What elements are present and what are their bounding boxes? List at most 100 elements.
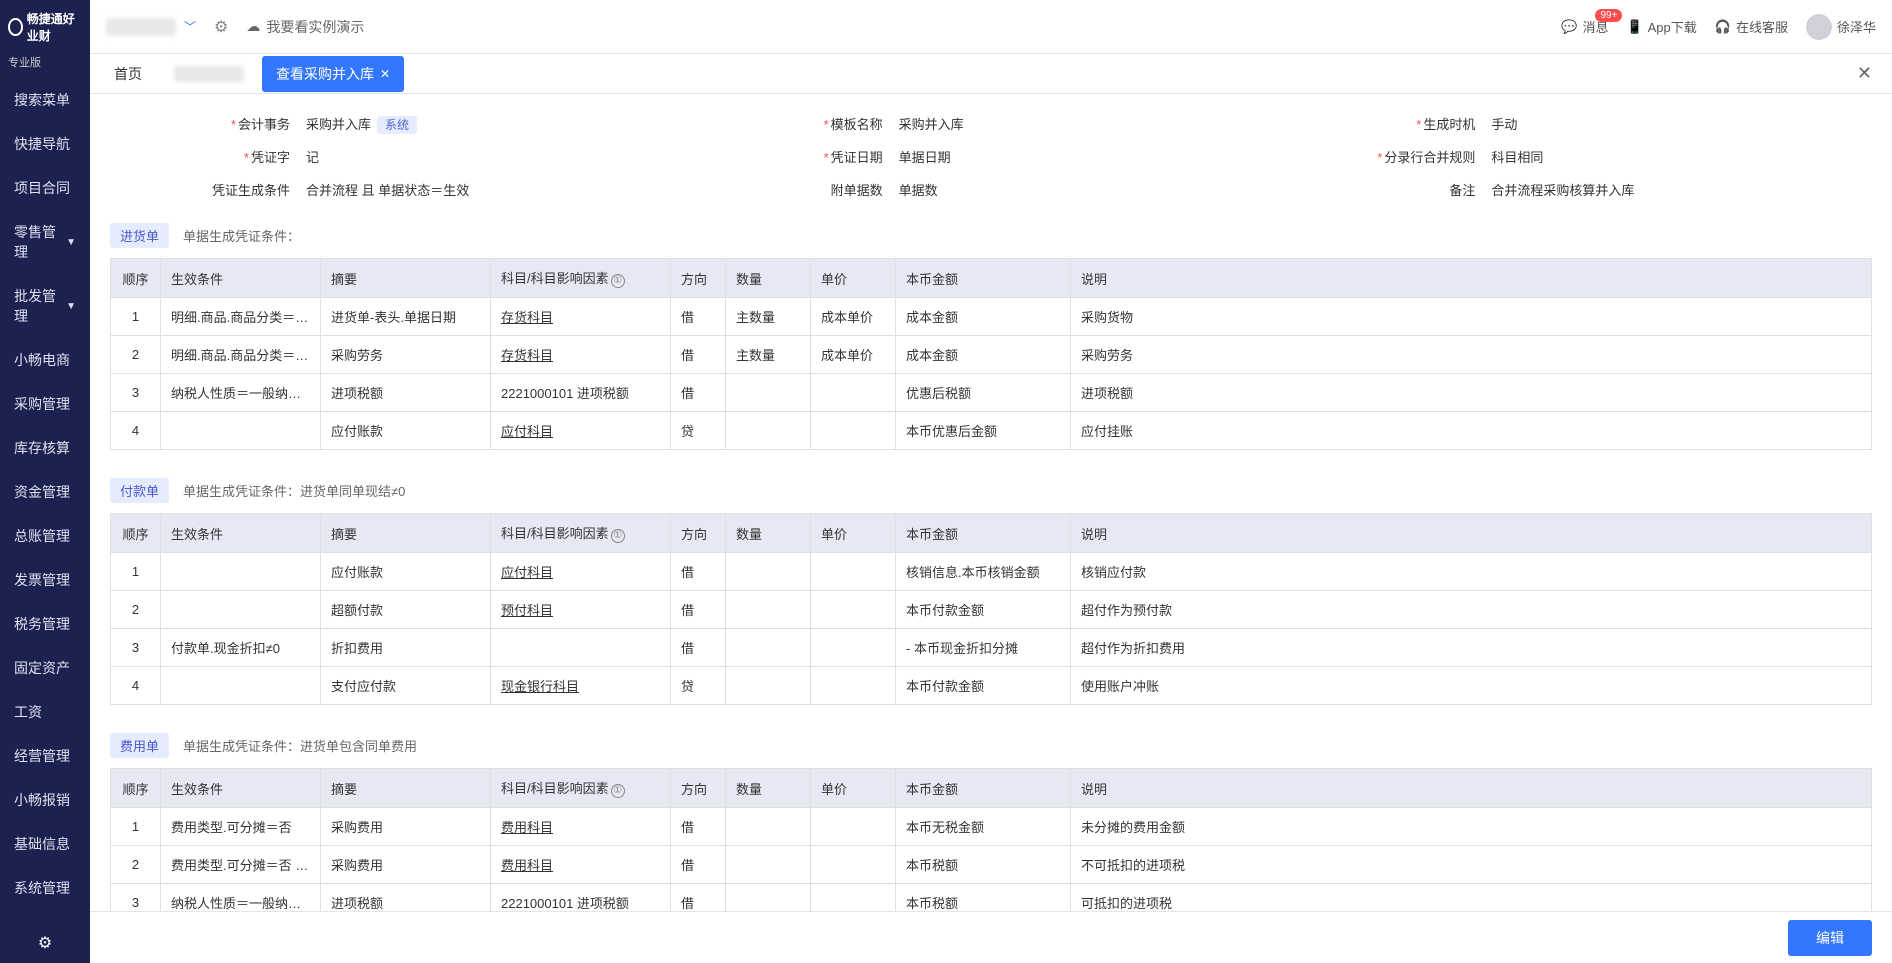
cell-amount: 成本金额 [896, 298, 1071, 336]
demo-link[interactable]: ☁ 我要看实例演示 [246, 17, 364, 37]
sidebar-item[interactable]: 总账管理 [0, 514, 90, 558]
service-button[interactable]: 🎧 在线客服 [1715, 17, 1788, 36]
cell-amount: 本币付款金额 [896, 667, 1071, 705]
column-header: 单价 [811, 769, 896, 808]
sidebar-item[interactable]: 快捷导航 [0, 122, 90, 166]
cell-amount: 本币税额 [896, 846, 1071, 884]
sidebar-item[interactable]: 资金管理 [0, 470, 90, 514]
table-row: 2费用类型.可分摊＝否 且 (纳税采购费用费用科目借本币税额不可抵扣的进项税 [111, 846, 1872, 884]
sidebar-item[interactable]: 固定资产 [0, 646, 90, 690]
cell-cond [161, 412, 321, 450]
table-row: 3纳税人性质＝一般纳税人 且 发进项税额2221000101 进项税额借优惠后税… [111, 374, 1872, 412]
sidebar-item-label: 小畅报销 [14, 790, 70, 810]
cell-price [811, 591, 896, 629]
subject-link[interactable]: 存货科目 [501, 310, 553, 325]
cell-amount: 本币优惠后金额 [896, 412, 1071, 450]
column-header: 单价 [811, 514, 896, 553]
tab-home[interactable]: 首页 [100, 56, 156, 92]
column-header: 本币金额 [896, 259, 1071, 298]
sidebar-item[interactable]: 库存核算 [0, 426, 90, 470]
sidebar-item[interactable]: 采购管理 [0, 382, 90, 426]
sidebar-item-label: 批发管理 [14, 286, 66, 326]
sidebar-item-label: 零售管理 [14, 222, 66, 262]
voucher-table: 顺序生效条件摘要科目/科目影响因素①方向数量单价本币金额说明1明细.商品.商品分… [110, 258, 1872, 450]
sidebar-item[interactable]: 系统管理 [0, 866, 90, 910]
tab-redacted[interactable] [160, 58, 258, 90]
column-header: 生效条件 [161, 514, 321, 553]
subject-link[interactable]: 预付科目 [501, 603, 553, 618]
column-header: 数量 [726, 769, 811, 808]
sidebar-item[interactable]: 搜索菜单 [0, 78, 90, 122]
table-row: 1应付账款应付科目借核销信息.本币核销金额核销应付款 [111, 553, 1872, 591]
subject-link[interactable]: 费用科目 [501, 858, 553, 873]
sidebar-item[interactable]: 小畅报销 [0, 778, 90, 822]
field-value: 单据数 [899, 180, 1280, 199]
sidebar-item[interactable]: 企业协同 [0, 910, 90, 923]
cell-subject: 预付科目 [491, 591, 671, 629]
cell-summary: 超额付款 [321, 591, 491, 629]
subject-link[interactable]: 应付科目 [501, 565, 553, 580]
cell-qty [726, 808, 811, 846]
column-header: 生效条件 [161, 769, 321, 808]
content: *会计事务 采购并入库系统 *模板名称 采购并入库 *生成时机 手动 *凭证字 … [90, 94, 1892, 963]
voucher-section: 进货单单据生成凭证条件：顺序生效条件摘要科目/科目影响因素①方向数量单价本币金额… [110, 223, 1872, 450]
sidebar-item[interactable]: 零售管理▼ [0, 210, 90, 274]
sidebar-item[interactable]: 工资 [0, 690, 90, 734]
field-label: *凭证日期 [703, 147, 883, 166]
section-header: 费用单单据生成凭证条件：进货单包含同单费用 [110, 733, 1872, 758]
cell-subject: 费用科目 [491, 808, 671, 846]
table-row: 4应付账款应付科目贷本币优惠后金额应付挂账 [111, 412, 1872, 450]
table-row: 3付款单.现金折扣≠0折扣费用借- 本币现金折扣分摊超付作为折扣费用 [111, 629, 1872, 667]
cell-qty [726, 667, 811, 705]
download-button[interactable]: 📱 App下载 [1626, 17, 1696, 36]
sidebar-item[interactable]: 发票管理 [0, 558, 90, 602]
cell-seq: 3 [111, 374, 161, 412]
section-condition: 单据生成凭证条件：进货单同单现结≠0 [183, 481, 405, 500]
user-menu[interactable]: 徐泽华 [1806, 14, 1876, 40]
sidebar-item[interactable]: 小畅电商 [0, 338, 90, 382]
voucher-section: 付款单单据生成凭证条件：进货单同单现结≠0顺序生效条件摘要科目/科目影响因素①方… [110, 478, 1872, 705]
settings-icon[interactable]: ⚙ [38, 935, 52, 952]
cell-cond [161, 591, 321, 629]
cell-qty [726, 846, 811, 884]
close-all-tabs[interactable]: ✕ [1847, 59, 1882, 88]
field-label: 备注 [1295, 180, 1475, 199]
subject-link[interactable]: 现金银行科目 [501, 679, 579, 694]
sidebar-item-label: 固定资产 [14, 658, 70, 678]
cell-amount: - 本币现金折扣分摊 [896, 629, 1071, 667]
field-value: 科目相同 [1491, 147, 1872, 166]
close-icon[interactable]: ✕ [380, 67, 390, 81]
service-label: 在线客服 [1736, 17, 1788, 36]
edit-button[interactable]: 编辑 [1788, 920, 1872, 956]
cell-subject: 存货科目 [491, 336, 671, 374]
cell-qty [726, 374, 811, 412]
info-icon[interactable]: ① [611, 274, 625, 288]
cell-subject: 2221000101 进项税额 [491, 374, 671, 412]
org-selector[interactable]: ﹀ [106, 18, 196, 36]
subject-link[interactable]: 应付科目 [501, 424, 553, 439]
sidebar-item[interactable]: 基础信息 [0, 822, 90, 866]
column-header: 本币金额 [896, 514, 1071, 553]
field-label: 凭证生成条件 [110, 180, 290, 199]
cell-qty [726, 412, 811, 450]
sidebar-item-label: 系统管理 [14, 878, 70, 898]
sidebar-item[interactable]: 税务管理 [0, 602, 90, 646]
subject-link[interactable]: 费用科目 [501, 820, 553, 835]
sidebar-item[interactable]: 批发管理▼ [0, 274, 90, 338]
cell-dir: 借 [671, 298, 726, 336]
gear-icon[interactable]: ⚙ [214, 17, 228, 37]
sidebar-item[interactable]: 经营管理 [0, 734, 90, 778]
section-tag: 费用单 [110, 733, 169, 758]
info-icon[interactable]: ① [611, 784, 625, 798]
messages-button[interactable]: 💬 消息 99+ [1561, 17, 1608, 36]
cell-dir: 贷 [671, 667, 726, 705]
cell-amount: 本币付款金额 [896, 591, 1071, 629]
tab-active[interactable]: 查看采购并入库 ✕ [262, 56, 404, 92]
sidebar-item[interactable]: 项目合同 [0, 166, 90, 210]
caret-down-icon: ▼ [66, 301, 76, 312]
info-icon[interactable]: ① [611, 529, 625, 543]
cell-dir: 借 [671, 553, 726, 591]
subject-link[interactable]: 存货科目 [501, 348, 553, 363]
sidebar-item-label: 采购管理 [14, 394, 70, 414]
cell-seq: 4 [111, 667, 161, 705]
